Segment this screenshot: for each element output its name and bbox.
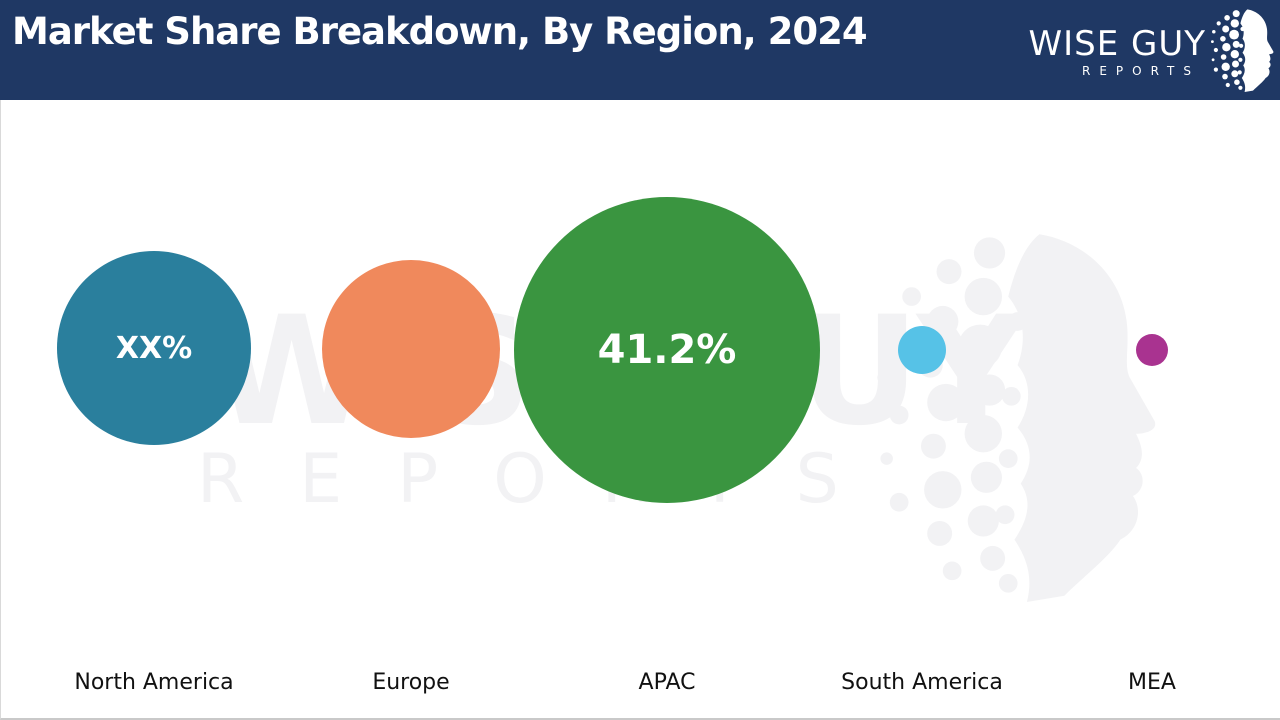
category-label-north-america: North America (74, 670, 234, 695)
logo-wordmark: WISE GUY (1028, 24, 1206, 64)
header-bar: Market Share Breakdown, By Region, 2024 … (0, 0, 1280, 100)
bubble-south-america (898, 326, 946, 374)
page-title: Market Share Breakdown, By Region, 2024 (12, 10, 868, 53)
wise-guy-reports-logo: WISE GUY REPORTS (1028, 4, 1274, 96)
logo-subtitle: REPORTS (1081, 64, 1200, 78)
bubble-europe (322, 260, 500, 438)
category-label-europe: Europe (372, 670, 450, 695)
category-label-apac: APAC (638, 670, 696, 695)
bubble-value-label: XX% (115, 330, 193, 366)
bubble-apac: 41.2% (514, 197, 820, 503)
bubble-mea (1136, 334, 1168, 366)
category-label-mea: MEA (1128, 670, 1176, 695)
bubble-north-america: XX% (57, 251, 251, 445)
bubble-value-label: 41.2% (597, 327, 737, 373)
category-label-south-america: South America (841, 670, 1003, 695)
bubble-chart: WISE GUY REPORTS XX%41.2% North AmericaE… (0, 100, 1280, 720)
category-labels: XX% 41.2% North America Europe APAC South Am… (1, 100, 1280, 720)
